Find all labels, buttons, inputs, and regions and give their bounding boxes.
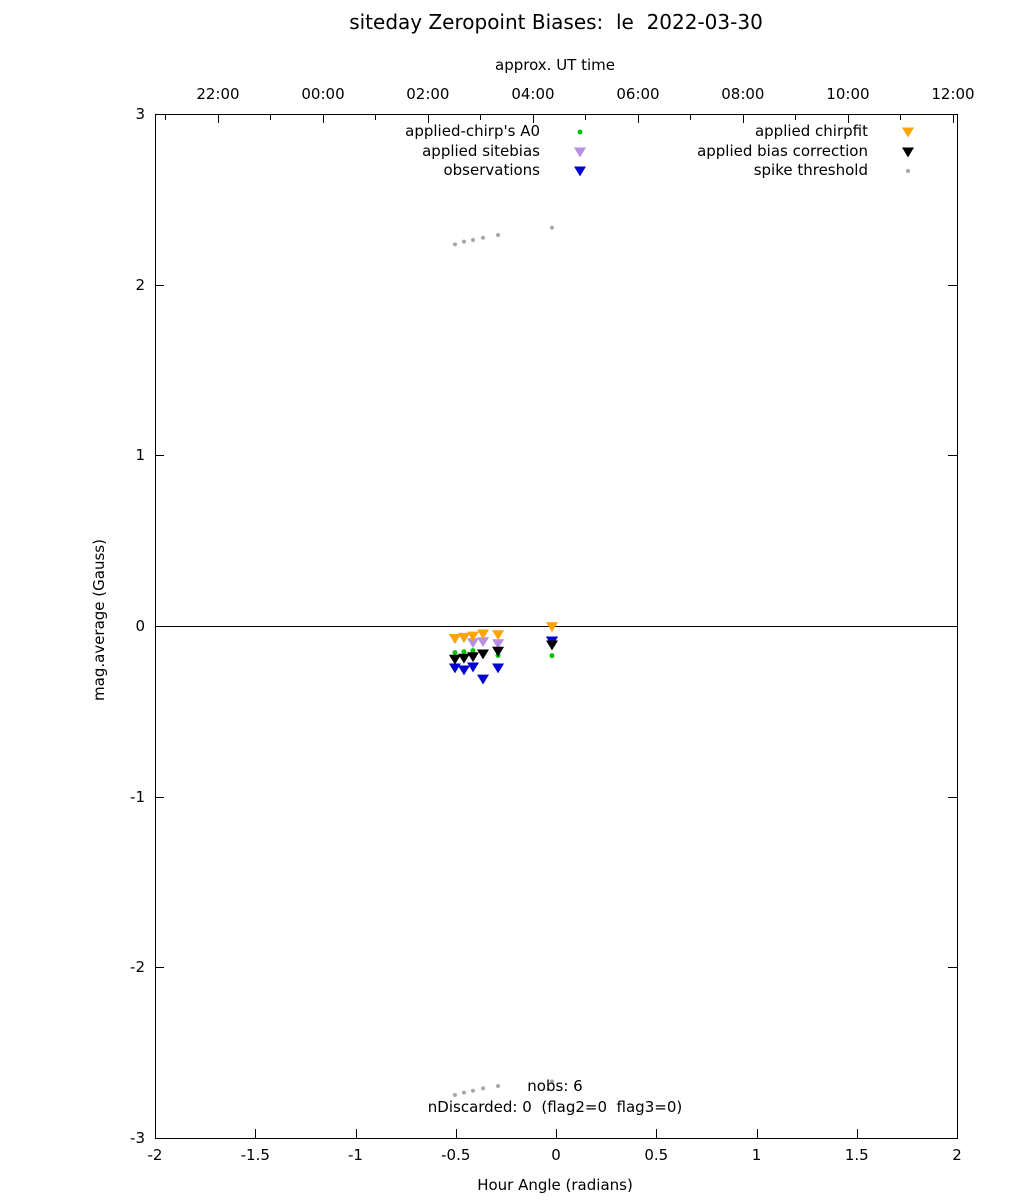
applied-sitebias-point bbox=[466, 638, 479, 649]
applied-bias-correction-point bbox=[492, 646, 505, 657]
plot-frame bbox=[155, 114, 958, 1139]
applied-sitebias-point bbox=[448, 634, 461, 645]
applied-bias-correction-marker-icon bbox=[900, 144, 916, 158]
legend-label-applied-chirps-a0: applied-chirp's A0 bbox=[405, 122, 540, 140]
x-tick-label: -1 bbox=[348, 1146, 363, 1164]
applied-chirp-s-a0-point bbox=[549, 653, 555, 659]
applied-sitebias-point bbox=[492, 639, 505, 650]
applied-chirp-s-a0-series bbox=[452, 648, 555, 659]
spike-threshold-point bbox=[549, 225, 554, 230]
ut-tick-label: 10:00 bbox=[826, 85, 870, 103]
ut-tick-label: 12:00 bbox=[931, 85, 975, 103]
y-tick-label: -2 bbox=[130, 958, 145, 977]
ut-axis-title: approx. UT time bbox=[495, 56, 615, 74]
applied-chirpfit-point bbox=[457, 632, 470, 643]
legend-label-applied-sitebias: applied sitebias bbox=[422, 142, 540, 160]
spike-threshold-point bbox=[496, 233, 501, 238]
nobs-annotation: nobs: 6 bbox=[527, 1077, 583, 1095]
applied-bias-correction-series bbox=[448, 640, 558, 665]
applied-chirp-s-a0-point bbox=[461, 649, 467, 655]
spike-threshold-point bbox=[481, 235, 486, 240]
spike-threshold-point bbox=[461, 239, 466, 244]
ut-tick-label: 06:00 bbox=[616, 85, 660, 103]
spike-threshold-series bbox=[452, 225, 554, 1097]
observations-point bbox=[457, 665, 470, 676]
applied-sitebias-point bbox=[545, 636, 558, 647]
x-axis-title: Hour Angle (radians) bbox=[477, 1176, 633, 1194]
applied-chirp-s-a0-point bbox=[470, 648, 476, 654]
observations-marker-icon bbox=[572, 163, 588, 177]
observations-point bbox=[466, 662, 479, 673]
ut-tick-label: 02:00 bbox=[406, 85, 450, 103]
ndiscarded-annotation: nDiscarded: 0 (flag2=0 flag3=0) bbox=[427, 1098, 683, 1116]
applied-sitebias-marker-icon bbox=[572, 144, 588, 158]
applied-chirpfit-point bbox=[545, 622, 558, 633]
applied-chirp-s-a0-legend-glyph bbox=[577, 129, 583, 135]
applied-sitebias-legend-glyph bbox=[574, 147, 586, 158]
x-tick-label: -2 bbox=[147, 1146, 163, 1164]
applied-chirps-a0-marker-icon bbox=[572, 124, 588, 138]
x-tick-label: 1.5 bbox=[844, 1146, 869, 1164]
applied-bias-correction-point bbox=[477, 649, 490, 660]
legend-label-applied-bias-correction: applied bias correction bbox=[697, 142, 868, 160]
y-tick-label: 2 bbox=[135, 275, 145, 294]
applied-bias-correction-point bbox=[545, 640, 558, 651]
observations-point bbox=[545, 636, 558, 647]
ut-tick-label: 08:00 bbox=[721, 85, 765, 103]
spike-threshold-legend-glyph bbox=[906, 169, 910, 173]
applied-chirpfit-point bbox=[448, 633, 461, 644]
legend-label-spike-threshold: spike threshold bbox=[753, 161, 868, 179]
x-tick-label: -1.5 bbox=[240, 1146, 270, 1164]
spike-threshold-point bbox=[452, 242, 457, 247]
x-tick-label: -0.5 bbox=[441, 1146, 471, 1164]
ut-tick-label: 00:00 bbox=[301, 85, 345, 103]
applied-sitebias-point bbox=[457, 633, 470, 644]
applied-chirpfit-point bbox=[492, 630, 505, 641]
applied-bias-correction-point bbox=[466, 652, 479, 663]
ut-tick-label: 04:00 bbox=[511, 85, 555, 103]
applied-chirpfit-legend-glyph bbox=[902, 127, 914, 138]
x-tick-label: 0.5 bbox=[644, 1146, 669, 1164]
y-tick-label: -3 bbox=[130, 1129, 145, 1147]
applied-sitebias-series bbox=[448, 633, 558, 650]
y-tick-label: 3 bbox=[135, 105, 145, 123]
applied-chirpfit-point bbox=[466, 631, 479, 642]
applied-bias-correction-point bbox=[457, 653, 470, 664]
y-tick-label: 0 bbox=[135, 617, 145, 635]
observations-legend-glyph bbox=[574, 166, 586, 177]
applied-chirpfit-series bbox=[448, 622, 558, 644]
ut-tick-label: 22:00 bbox=[196, 85, 240, 103]
spike-threshold-point bbox=[470, 237, 475, 242]
legend-label-applied-chirpfit: applied chirpfit bbox=[754, 122, 868, 140]
observations-series bbox=[448, 636, 558, 685]
observations-point bbox=[477, 674, 490, 685]
y-tick-label: 1 bbox=[135, 446, 145, 465]
legend-label-observations: observations bbox=[443, 161, 540, 179]
applied-chirp-s-a0-point bbox=[452, 650, 458, 656]
applied-sitebias-point bbox=[477, 637, 490, 648]
observations-point bbox=[448, 663, 461, 674]
observations-point bbox=[492, 663, 505, 674]
applied-bias-correction-legend-glyph bbox=[902, 147, 914, 158]
x-tick-label: 1 bbox=[751, 1146, 762, 1164]
applied-chirp-s-a0-point bbox=[480, 650, 486, 656]
y-tick-label: -1 bbox=[130, 787, 145, 806]
applied-chirp-s-a0-point bbox=[495, 652, 501, 658]
chart-title: siteday Zeropoint Biases: le 2022-03-30 bbox=[349, 10, 763, 34]
applied-chirpfit-point bbox=[477, 629, 490, 640]
applied-bias-correction-point bbox=[448, 654, 461, 665]
applied-chirpfit-marker-icon bbox=[900, 124, 916, 138]
spike-threshold-marker-icon bbox=[900, 163, 916, 177]
x-tick-label: 2 bbox=[952, 1146, 962, 1164]
x-tick-label: 0 bbox=[551, 1146, 561, 1164]
